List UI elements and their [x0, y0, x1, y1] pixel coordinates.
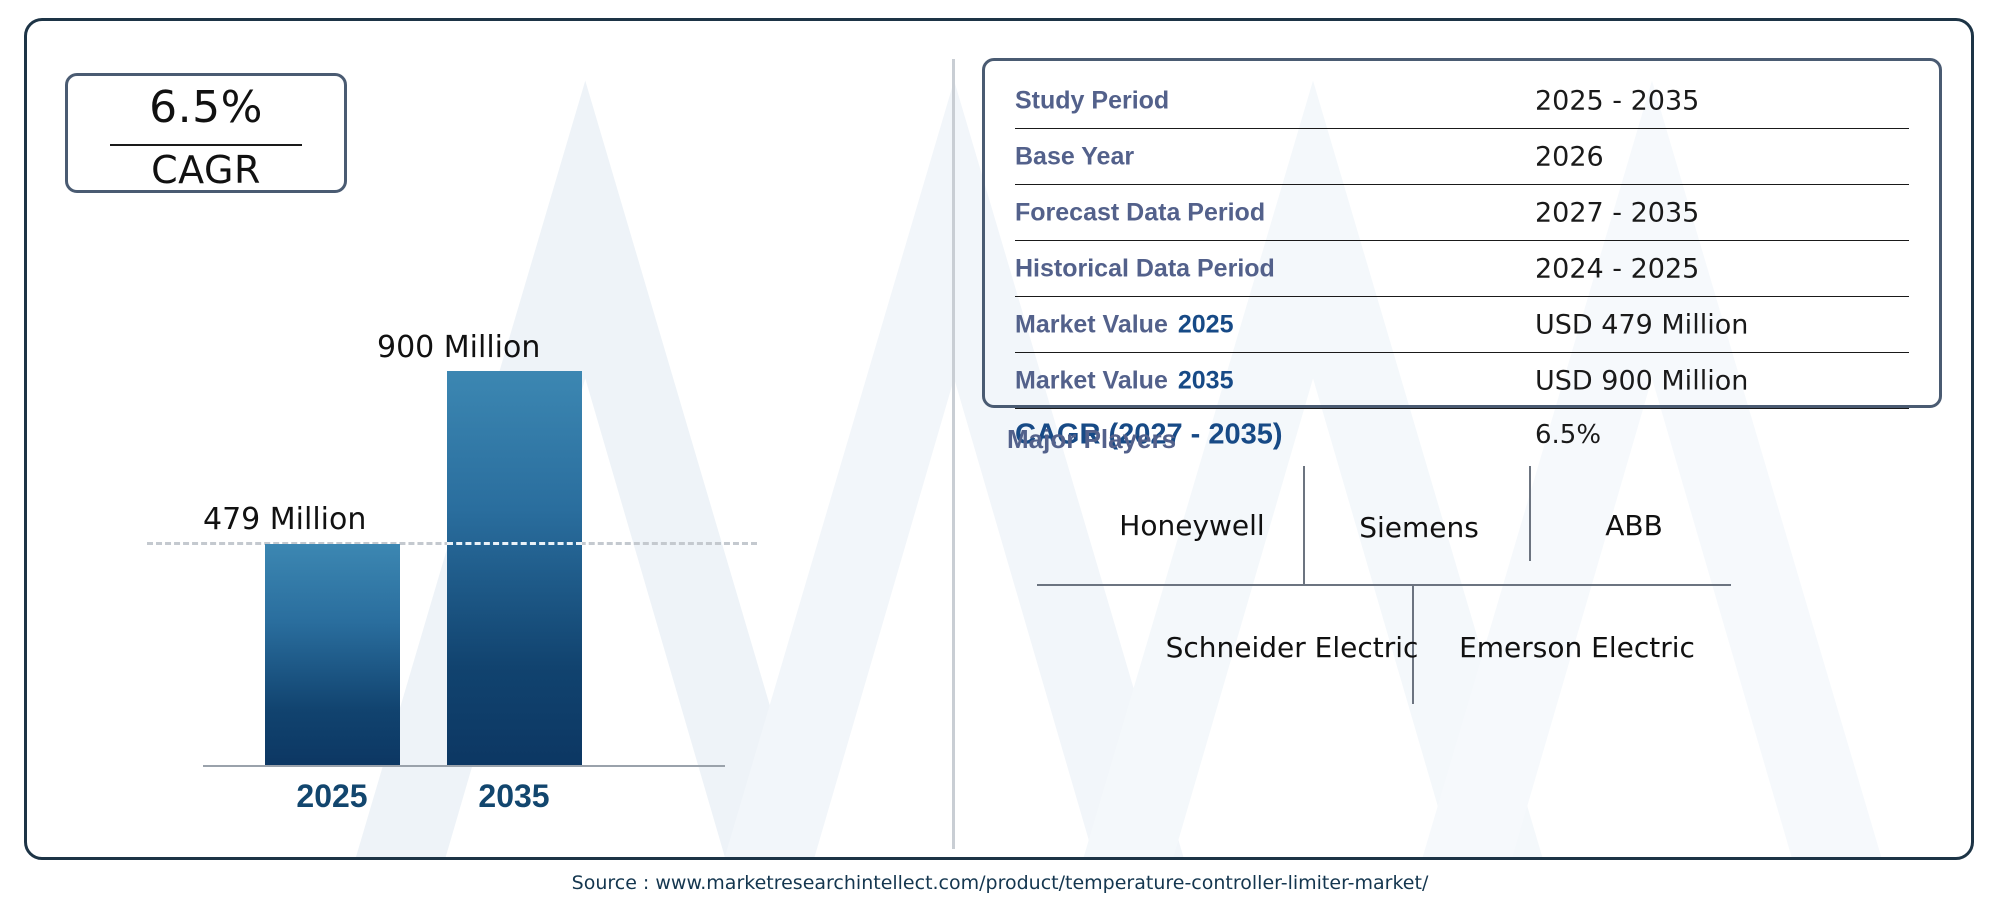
cagr-label: CAGR [151, 148, 261, 192]
row-value: USD 900 Million [1535, 365, 1749, 397]
bar-2025 [265, 544, 400, 766]
player-item: Emerson Electric [1459, 631, 1695, 664]
table-row: Market Value 2025 USD 479 Million [1015, 297, 1919, 353]
x-tick-2035: 2035 [478, 778, 550, 814]
market-summary-table: Study Period 2025 - 2035 Base Year 2026 … [982, 58, 1942, 451]
row-value: 2026 [1535, 141, 1604, 173]
players-divider-horizontal [1037, 584, 1731, 586]
player-item: Siemens [1359, 511, 1479, 544]
major-players-title: Major Players [1007, 424, 1177, 454]
players-divider-vertical-1 [1303, 466, 1305, 584]
infographic-frame: 6.5% CAGR 900 Million 479 Million 2025 2… [24, 18, 1974, 860]
row-value: USD 479 Million [1535, 309, 1749, 341]
infographic-content: 6.5% CAGR 900 Million 479 Million 2025 2… [27, 21, 1971, 857]
cagr-badge: 6.5% CAGR [65, 73, 347, 193]
table-row: Market Value 2035 USD 900 Million [1015, 353, 1919, 409]
table-row: Historical Data Period 2024 - 2025 [1015, 241, 1919, 297]
row-value: 2027 - 2035 [1535, 197, 1700, 229]
player-item: Schneider Electric [1165, 631, 1419, 664]
players-divider-vertical-2 [1529, 466, 1531, 561]
row-key: Market Value 2035 [1015, 366, 1234, 395]
panel-separator [952, 59, 955, 849]
row-key: Base Year [1015, 142, 1135, 171]
row-key-year: 2035 [1177, 366, 1234, 395]
chart-x-axis [203, 765, 725, 767]
major-players-grid: Honeywell Siemens ABB Schneider Electric… [1037, 466, 1837, 736]
row-value: 6.5% [1535, 420, 1602, 450]
source-footer: Source : www.marketresearchintellect.com… [571, 872, 1429, 894]
table-row: Forecast Data Period 2027 - 2035 [1015, 185, 1919, 241]
row-key: Forecast Data Period [1015, 198, 1266, 227]
reference-dashed-line-over-bar [447, 542, 582, 545]
bar-value-label-2035: 900 Million [377, 330, 541, 365]
row-key-year: 2025 [1177, 310, 1234, 339]
row-key: Study Period [1015, 86, 1170, 115]
cagr-value: 6.5% [149, 82, 263, 133]
row-key: Market Value 2025 [1015, 310, 1234, 339]
market-value-bar-chart: 900 Million 479 Million 2025 2035 [147, 191, 847, 831]
x-tick-2025: 2025 [296, 778, 368, 814]
player-item: Honeywell [1119, 509, 1265, 542]
bar-2035 [447, 371, 582, 766]
table-row: Base Year 2026 [1015, 129, 1919, 185]
row-key: Historical Data Period [1015, 254, 1275, 283]
player-item: ABB [1605, 509, 1663, 542]
cagr-divider [110, 144, 302, 146]
row-value: 2025 - 2035 [1535, 85, 1700, 117]
row-value: 2024 - 2025 [1535, 253, 1700, 285]
bar-value-label-2025: 479 Million [203, 502, 367, 537]
table-row: Study Period 2025 - 2035 [1015, 73, 1919, 129]
